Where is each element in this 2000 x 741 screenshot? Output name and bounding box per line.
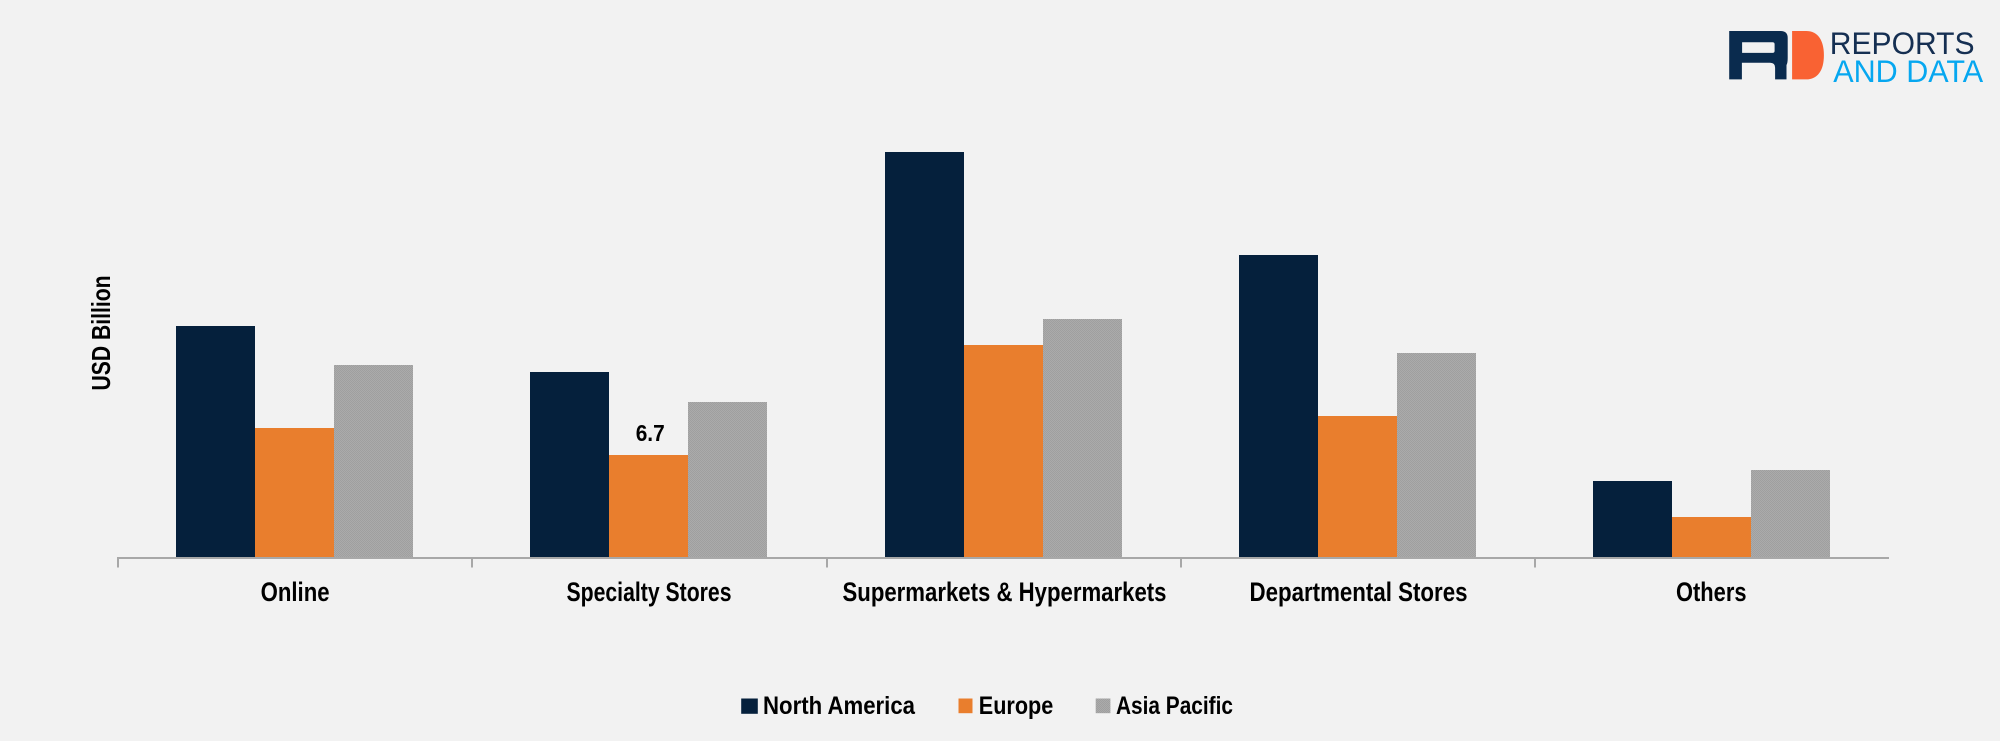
svg-text:Departmental Stores: Departmental Stores xyxy=(1250,577,1468,607)
svg-text:Specialty Stores: Specialty Stores xyxy=(567,577,732,607)
svg-text:Others: Others xyxy=(1676,577,1747,607)
svg-text:Online: Online xyxy=(261,577,330,607)
svg-text:Supermarkets & Hypermarkets: Supermarkets & Hypermarkets xyxy=(843,577,1167,607)
svg-text:North America: North America xyxy=(763,692,916,720)
svg-text:Asia Pacific: Asia Pacific xyxy=(1116,692,1233,720)
svg-text:Europe: Europe xyxy=(979,692,1054,720)
svg-text:USD Billion: USD Billion xyxy=(86,276,116,391)
svg-text:6.7: 6.7 xyxy=(636,420,665,446)
svg-text:AND DATA: AND DATA xyxy=(1833,53,1984,89)
svg-text:REPORTS: REPORTS xyxy=(1830,25,1975,61)
